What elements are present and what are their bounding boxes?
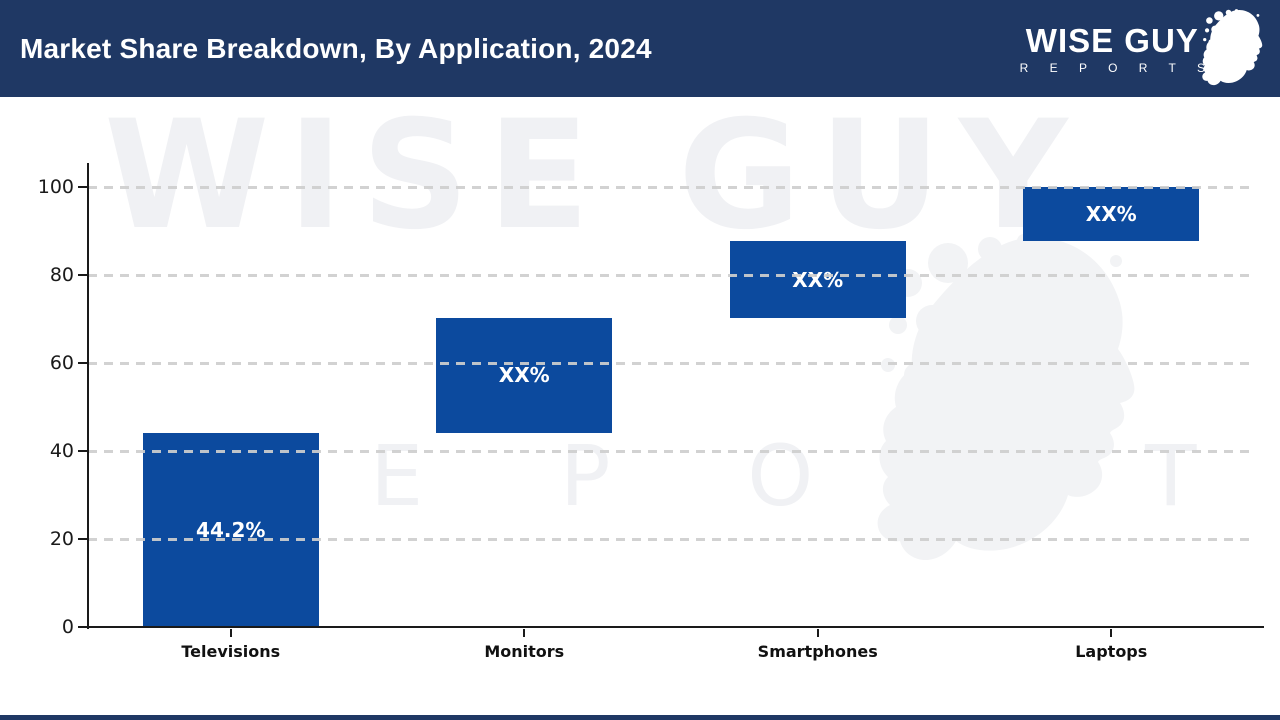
footer-accent-bar <box>0 715 1280 720</box>
y-tick-mark-60 <box>78 362 87 364</box>
x-tick-mark-smartphones <box>816 629 819 637</box>
gridline-y-80 <box>88 274 1252 277</box>
bar-value-label: XX% <box>498 363 550 388</box>
x-tick-mark-televisions <box>229 629 232 637</box>
gridline-y-20 <box>88 538 1252 541</box>
header: Market Share Breakdown, By Application, … <box>0 0 1280 97</box>
gridline-y-40 <box>88 450 1252 453</box>
gridline-y-60 <box>88 362 1252 365</box>
bar-monitors: XX% <box>436 318 613 433</box>
bar-value-label: XX% <box>1085 202 1137 227</box>
x-axis-label-monitors: Monitors <box>484 642 565 661</box>
x-axis-label-televisions: Televisions <box>181 642 281 661</box>
watermark-text: WISE GUY <box>104 89 1086 263</box>
y-tick-mark-0 <box>78 626 87 628</box>
bar-value-label: XX% <box>792 267 844 292</box>
y-tick-mark-40 <box>78 450 87 452</box>
x-tick-mark-monitors <box>523 629 526 637</box>
brand-logo-text: WISE GUY R E P O R T S <box>1011 24 1214 75</box>
x-axis-line <box>87 626 1264 628</box>
brand-subtitle: R E P O R T S <box>1019 60 1214 75</box>
brand-logo: WISE GUY R E P O R T S <box>1011 6 1272 92</box>
y-tick-mark-20 <box>78 538 87 540</box>
bar-laptops: XX% <box>1023 187 1200 242</box>
x-tick-mark-laptops <box>1110 629 1113 637</box>
page-title: Market Share Breakdown, By Application, … <box>20 32 652 64</box>
brand-face-icon <box>1200 7 1272 91</box>
brand-name: WISE GUY <box>1025 21 1199 59</box>
bar-value-label: 44.2% <box>196 517 266 542</box>
bar-televisions: 44.2% <box>142 432 319 627</box>
bar-smartphones: XX% <box>729 241 906 319</box>
y-axis-line <box>87 162 89 629</box>
y-tick-label-60: 60 <box>49 352 74 374</box>
y-tick-label-20: 20 <box>49 528 74 550</box>
y-tick-label-40: 40 <box>49 440 74 462</box>
y-tick-mark-100 <box>78 186 87 188</box>
watermark-face-icon <box>872 225 1172 585</box>
y-tick-label-100: 100 <box>37 176 74 198</box>
gridline-y-100 <box>88 186 1252 189</box>
x-axis-label-laptops: Laptops <box>1075 642 1148 661</box>
chart-area: WISE GUY R E P O R T S 02040608010044.2%… <box>0 89 1280 715</box>
y-tick-mark-80 <box>78 274 87 276</box>
y-tick-label-0: 0 <box>61 616 74 638</box>
x-axis-label-smartphones: Smartphones <box>757 642 878 661</box>
y-tick-label-80: 80 <box>49 264 74 286</box>
